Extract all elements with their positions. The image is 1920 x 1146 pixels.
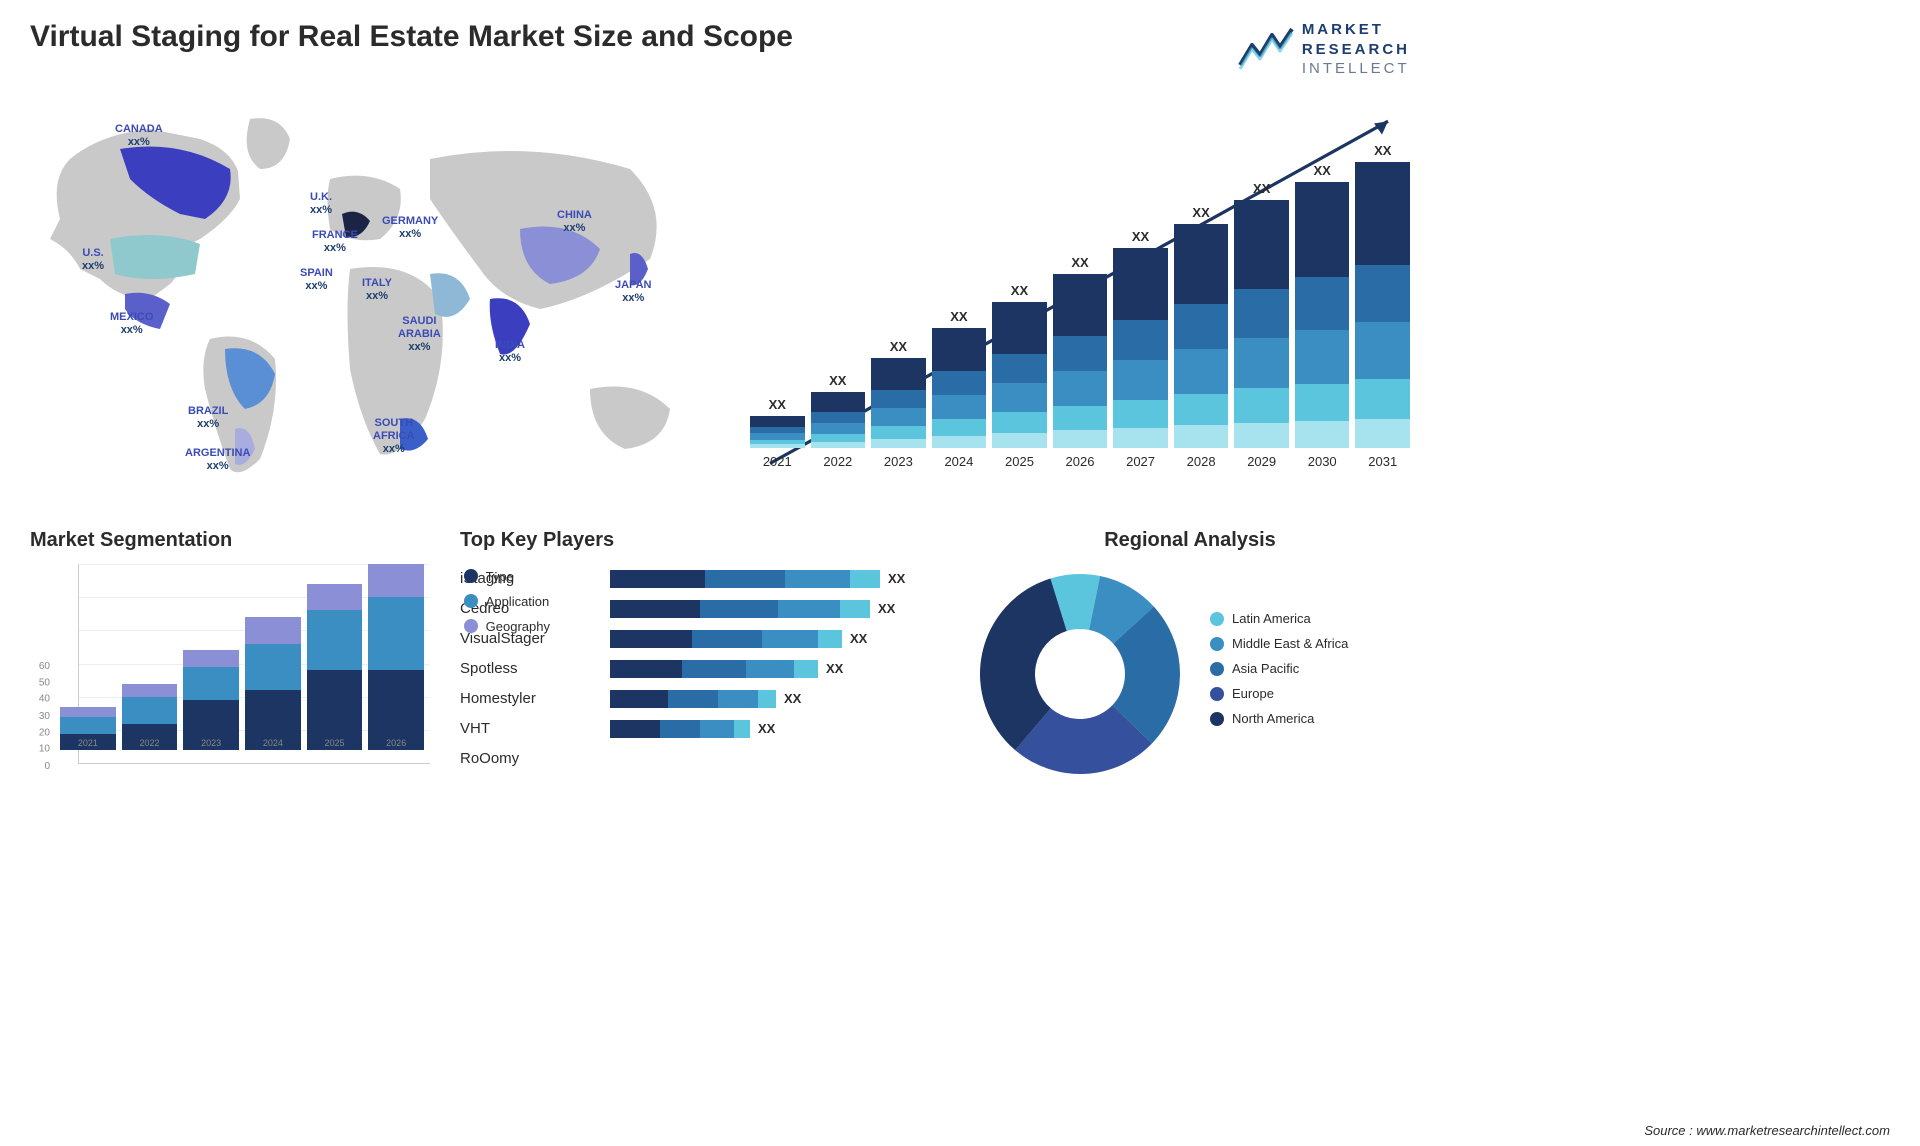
world-map-panel: CANADAxx% U.S.xx% MEXICOxx% BRAZILxx% ARGENT… [30, 99, 710, 499]
seg-bar-2021: 2021 [60, 707, 116, 750]
growth-bar-2025: XX2025 [992, 283, 1047, 469]
player-name: Spotless [460, 654, 590, 684]
player-name: VHT [460, 714, 590, 744]
segmentation-legend: Type Application Geography [464, 569, 550, 644]
player-bar-row: XX [610, 564, 940, 594]
player-bar-row: XX [610, 714, 940, 744]
seg-bar-2024: 2024 [245, 617, 301, 750]
map-label-india: INDIAxx% [495, 339, 525, 365]
brand-logo: MARKET RESEARCH INTELLECT [1238, 20, 1410, 79]
map-label-saudiarabia: SAUDIARABIAxx% [398, 315, 441, 355]
map-label-southafrica: SOUTHAFRICAxx% [373, 417, 415, 457]
seg-legend-application: Application [464, 594, 550, 609]
map-label-mexico: MEXICOxx% [110, 311, 153, 337]
seg-bar-2022: 2022 [122, 684, 178, 751]
segmentation-section: Market Segmentation 0102030405060 202120… [30, 529, 430, 784]
seg-bar-2025: 2025 [307, 584, 363, 751]
player-bar-row: XX [610, 654, 940, 684]
regional-donut-chart [970, 564, 1190, 784]
segmentation-title: Market Segmentation [30, 529, 430, 552]
growth-chart: XX2021XX2022XX2023XX2024XX2025XX2026XX20… [750, 99, 1410, 499]
growth-bar-2026: XX2026 [1053, 255, 1108, 469]
player-name: RoOomy [460, 744, 590, 774]
player-name: Homestyler [460, 684, 590, 714]
player-bar-row: XX [610, 594, 940, 624]
seg-legend-geography: Geography [464, 619, 550, 634]
region-legend-item: Latin America [1210, 611, 1348, 626]
seg-bar-2026: 2026 [368, 564, 424, 751]
region-legend-item: Middle East & Africa [1210, 636, 1348, 651]
page-title: Virtual Staging for Real Estate Market S… [30, 20, 793, 54]
players-section: Top Key Players iStagingCedreoVisualStag… [460, 529, 940, 784]
growth-bar-2028: XX2028 [1174, 205, 1229, 469]
growth-bar-2027: XX2027 [1113, 229, 1168, 469]
logo-line2: RESEARCH [1302, 40, 1410, 60]
seg-legend-type: Type [464, 569, 550, 584]
region-legend-item: North America [1210, 711, 1348, 726]
map-label-spain: SPAINxx% [300, 267, 333, 293]
regional-section: Regional Analysis Latin America Middle Ea… [970, 529, 1410, 784]
region-legend-item: Asia Pacific [1210, 661, 1348, 676]
segmentation-chart: 0102030405060 202120222023202420252026 [30, 564, 430, 784]
growth-bar-2022: XX2022 [811, 373, 866, 469]
map-label-france: FRANCExx% [312, 229, 358, 255]
seg-bar-2023: 2023 [183, 650, 239, 750]
players-title: Top Key Players [460, 529, 940, 552]
source-attribution: Source : www.marketresearchintellect.com [1644, 1123, 1890, 1138]
map-label-us: U.S.xx% [82, 247, 104, 273]
growth-bar-2029: XX2029 [1234, 181, 1289, 469]
players-bars: XXXXXXXXXXXX [610, 564, 940, 774]
map-label-japan: JAPANxx% [615, 279, 651, 305]
map-label-uk: U.K.xx% [310, 191, 332, 217]
logo-line1: MARKET [1302, 20, 1410, 40]
map-label-brazil: BRAZILxx% [188, 405, 228, 431]
player-bar-row: XX [610, 684, 940, 714]
growth-bar-2031: XX2031 [1355, 143, 1410, 469]
map-label-argentina: ARGENTINAxx% [185, 447, 250, 473]
logo-mark-icon [1238, 27, 1294, 71]
regional-legend: Latin America Middle East & Africa Asia Pa… [1210, 611, 1348, 736]
map-label-china: CHINAxx% [557, 209, 592, 235]
region-legend-item: Europe [1210, 686, 1348, 701]
growth-bar-2023: XX2023 [871, 339, 926, 469]
regional-title: Regional Analysis [970, 529, 1410, 552]
logo-line3: INTELLECT [1302, 59, 1410, 79]
growth-bar-2021: XX2021 [750, 397, 805, 469]
map-label-canada: CANADAxx% [115, 123, 163, 149]
map-label-germany: GERMANYxx% [382, 215, 438, 241]
growth-bar-2030: XX2030 [1295, 163, 1350, 469]
growth-bar-2024: XX2024 [932, 309, 987, 469]
player-bar-row: XX [610, 624, 940, 654]
map-label-italy: ITALYxx% [362, 277, 392, 303]
